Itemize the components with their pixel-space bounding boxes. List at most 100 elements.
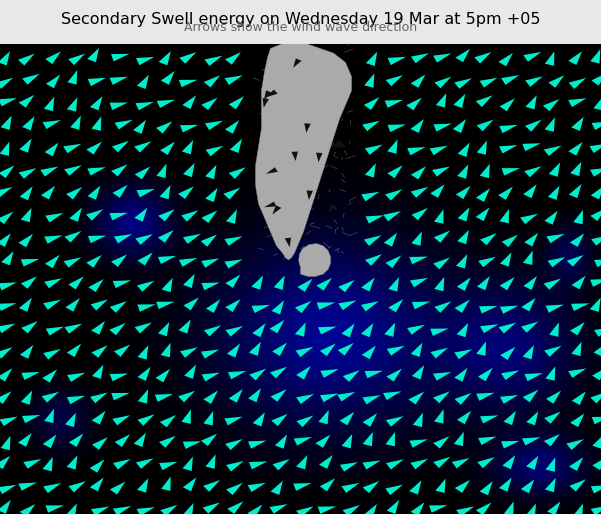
Polygon shape (110, 482, 126, 494)
Polygon shape (456, 186, 471, 199)
Polygon shape (297, 279, 313, 292)
Polygon shape (333, 142, 346, 149)
Polygon shape (570, 162, 581, 176)
Polygon shape (204, 56, 222, 66)
Polygon shape (1, 436, 10, 450)
Polygon shape (109, 323, 126, 335)
Polygon shape (46, 326, 64, 336)
Polygon shape (138, 389, 148, 403)
Polygon shape (434, 209, 444, 224)
Polygon shape (159, 51, 171, 65)
Polygon shape (138, 345, 148, 360)
Polygon shape (435, 301, 451, 313)
Polygon shape (43, 434, 56, 448)
Polygon shape (525, 95, 537, 109)
Polygon shape (545, 117, 555, 132)
Polygon shape (547, 502, 561, 514)
Polygon shape (109, 77, 128, 85)
Polygon shape (343, 370, 359, 382)
Polygon shape (386, 75, 403, 86)
Polygon shape (549, 322, 559, 337)
Polygon shape (115, 120, 133, 130)
Polygon shape (138, 252, 153, 266)
Polygon shape (91, 321, 105, 335)
Polygon shape (410, 502, 424, 514)
Polygon shape (362, 413, 377, 427)
Polygon shape (135, 167, 150, 179)
Polygon shape (158, 322, 169, 336)
Polygon shape (225, 274, 240, 288)
Polygon shape (341, 434, 352, 448)
Polygon shape (19, 234, 33, 247)
Polygon shape (433, 53, 451, 63)
Polygon shape (0, 391, 11, 404)
Polygon shape (115, 434, 130, 447)
Polygon shape (179, 80, 197, 87)
Polygon shape (365, 215, 384, 224)
Polygon shape (364, 235, 382, 246)
Polygon shape (90, 478, 103, 491)
Polygon shape (386, 416, 404, 427)
Polygon shape (474, 52, 492, 63)
Polygon shape (592, 417, 601, 425)
Polygon shape (66, 187, 82, 199)
Polygon shape (430, 145, 448, 155)
Polygon shape (160, 415, 176, 428)
Polygon shape (248, 504, 263, 514)
Polygon shape (409, 439, 428, 448)
Polygon shape (179, 258, 197, 267)
Polygon shape (1, 116, 11, 130)
Polygon shape (226, 210, 237, 224)
Polygon shape (456, 254, 467, 269)
Polygon shape (320, 343, 336, 356)
Polygon shape (523, 185, 537, 198)
Polygon shape (201, 234, 217, 247)
Polygon shape (162, 278, 172, 292)
Polygon shape (569, 184, 582, 198)
Polygon shape (90, 393, 108, 403)
Polygon shape (500, 395, 518, 404)
Polygon shape (480, 415, 498, 424)
Polygon shape (480, 324, 498, 333)
Polygon shape (138, 304, 156, 312)
Polygon shape (0, 347, 13, 359)
Polygon shape (457, 230, 469, 244)
Polygon shape (384, 322, 395, 337)
Polygon shape (590, 279, 601, 287)
Polygon shape (67, 373, 85, 382)
Polygon shape (0, 417, 18, 426)
Polygon shape (362, 395, 380, 405)
Polygon shape (383, 211, 401, 222)
Polygon shape (434, 277, 444, 291)
Polygon shape (591, 72, 601, 85)
Polygon shape (478, 368, 493, 381)
Polygon shape (573, 504, 583, 514)
Polygon shape (227, 343, 240, 358)
Polygon shape (500, 306, 519, 314)
Polygon shape (224, 260, 243, 269)
Polygon shape (385, 189, 402, 200)
Polygon shape (201, 283, 220, 290)
Polygon shape (499, 98, 515, 112)
Polygon shape (183, 234, 201, 244)
Polygon shape (136, 189, 155, 197)
Polygon shape (453, 119, 466, 133)
Polygon shape (522, 437, 540, 446)
Polygon shape (476, 188, 490, 202)
Polygon shape (248, 440, 266, 449)
Polygon shape (386, 369, 402, 381)
Polygon shape (411, 167, 426, 179)
Polygon shape (43, 120, 61, 129)
Polygon shape (264, 90, 272, 100)
Polygon shape (205, 188, 218, 202)
Polygon shape (499, 478, 511, 491)
Polygon shape (160, 505, 177, 514)
Polygon shape (544, 346, 561, 357)
Polygon shape (592, 367, 601, 380)
Polygon shape (364, 74, 374, 88)
Polygon shape (388, 277, 399, 291)
Polygon shape (109, 102, 128, 110)
Polygon shape (0, 282, 17, 290)
Polygon shape (201, 373, 220, 381)
Polygon shape (545, 211, 558, 225)
